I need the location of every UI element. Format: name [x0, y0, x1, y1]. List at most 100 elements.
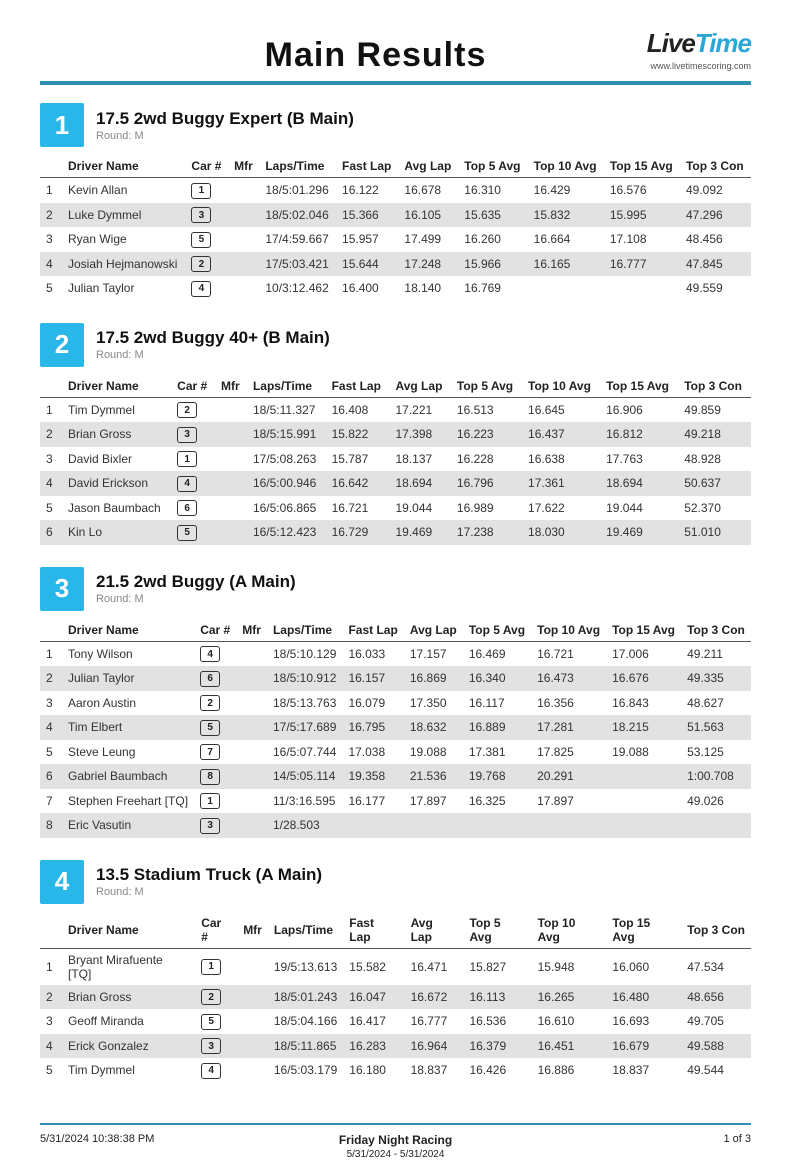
column-header: Driver Name — [62, 155, 185, 178]
driver-name: Eric Vasutin — [62, 813, 194, 838]
driver-name: Erick Gonzalez — [62, 1034, 195, 1059]
laps-value: 16/5:06.865 — [247, 496, 326, 521]
top15-value — [606, 764, 681, 789]
driver-name: Kevin Allan — [62, 178, 185, 203]
table-row: 6 Gabriel Baumbach 8 14/5:05.114 19.358 21.53… — [40, 764, 751, 789]
top3-value: 51.563 — [681, 715, 751, 740]
laps-value: 18/5:04.166 — [268, 1009, 343, 1034]
column-header: Car # — [194, 619, 236, 642]
avg-value: 19.469 — [390, 520, 451, 545]
table-row: 4 David Erickson 4 16/5:00.946 16.642 18.694 1… — [40, 471, 751, 496]
driver-name: Kin Lo — [62, 520, 171, 545]
top3-value: 50.637 — [678, 471, 751, 496]
top15-value: 17.763 — [600, 447, 678, 472]
page-footer: 5/31/2024 10:38:38 PM Friday Night Racin… — [40, 1123, 751, 1145]
section-title: 17.5 2wd Buggy 40+ (B Main) — [96, 328, 330, 348]
car-number-badge: 6 — [200, 671, 220, 687]
top10-value: 16.437 — [522, 422, 600, 447]
driver-name: Aaron Austin — [62, 691, 194, 716]
laps-value: 18/5:02.046 — [259, 203, 336, 228]
driver-name: Julian Taylor — [62, 666, 194, 691]
table-row: 5 Julian Taylor 4 10/3:12.462 16.400 18.140 16… — [40, 276, 751, 301]
top15-value — [604, 276, 680, 301]
column-header — [40, 912, 62, 949]
car-number-badge: 5 — [201, 1014, 221, 1030]
results-table-1: Driver Name Car # Mfr Laps/Time Fast Lap Avg … — [40, 155, 751, 301]
top3-value: 48.456 — [680, 227, 751, 252]
column-header: Fast Lap — [342, 619, 403, 642]
top10-value: 15.832 — [528, 203, 604, 228]
column-header: Car # — [195, 912, 237, 949]
driver-name: Brian Gross — [62, 985, 195, 1010]
top3-value: 49.705 — [681, 1009, 751, 1034]
laps-value: 16/5:03.179 — [268, 1058, 343, 1083]
column-header: Top 15 Avg — [606, 619, 681, 642]
footer-date-range: 5/31/2024 - 5/31/2024 — [40, 1149, 751, 1160]
laps-value: 16/5:12.423 — [247, 520, 326, 545]
fast-value: 16.721 — [326, 496, 390, 521]
top3-value: 49.544 — [681, 1058, 751, 1083]
mfr-value — [215, 496, 247, 521]
top10-value: 16.165 — [528, 252, 604, 277]
column-header: Laps/Time — [267, 619, 342, 642]
top5-value: 16.989 — [451, 496, 522, 521]
top10-value: 16.265 — [532, 985, 607, 1010]
top5-value: 15.635 — [458, 203, 527, 228]
car-number-badge: 5 — [191, 232, 211, 248]
table-row: 3 Ryan Wige 5 17/4:59.667 15.957 17.499 16.260… — [40, 227, 751, 252]
avg-value: 16.678 — [398, 178, 458, 203]
laps-value: 18/5:13.763 — [267, 691, 342, 716]
top5-value: 16.228 — [451, 447, 522, 472]
table-row: 3 Geoff Miranda 5 18/5:04.166 16.417 16.777 16… — [40, 1009, 751, 1034]
top5-value: 16.796 — [451, 471, 522, 496]
results-table-4: Driver Name Car # Mfr Laps/Time Fast Lap Avg … — [40, 912, 751, 1083]
car-number-badge: 5 — [177, 525, 197, 541]
car-number-badge: 4 — [201, 1063, 221, 1079]
driver-name: Tony Wilson — [62, 641, 194, 666]
avg-value: 16.672 — [405, 985, 464, 1010]
top5-value: 17.381 — [463, 740, 531, 765]
laps-value: 18/5:11.327 — [247, 397, 326, 422]
mfr-value — [237, 1058, 268, 1083]
table-row: 1 Tim Dymmel 2 18/5:11.327 16.408 17.221 16.51… — [40, 397, 751, 422]
top15-value: 16.777 — [604, 252, 680, 277]
avg-value: 16.869 — [404, 666, 463, 691]
top10-value: 16.356 — [531, 691, 606, 716]
top10-value: 16.664 — [528, 227, 604, 252]
avg-value: 18.632 — [404, 715, 463, 740]
column-header: Mfr — [215, 375, 247, 398]
result-section-3: 3 21.5 2wd Buggy (A Main) Round: M Driver N… — [40, 567, 751, 838]
top3-value: 49.859 — [678, 397, 751, 422]
car-number-badge: 4 — [177, 476, 197, 492]
driver-name: Julian Taylor — [62, 276, 185, 301]
top15-value: 19.044 — [600, 496, 678, 521]
top3-value: 48.656 — [681, 985, 751, 1010]
top5-value: 16.469 — [463, 641, 531, 666]
car-number-badge: 1 — [200, 793, 220, 809]
top5-value: 16.223 — [451, 422, 522, 447]
top15-value: 19.088 — [606, 740, 681, 765]
avg-value: 19.044 — [390, 496, 451, 521]
car-number-badge: 2 — [200, 695, 220, 711]
fast-value: 15.366 — [336, 203, 398, 228]
car-number-badge: 8 — [200, 769, 220, 785]
footer-event-name: Friday Night Racing — [40, 1133, 751, 1147]
top5-value: 16.379 — [463, 1034, 531, 1059]
top3-value: 49.335 — [681, 666, 751, 691]
driver-name: Tim Elbert — [62, 715, 194, 740]
driver-name: Josiah Hejmanowski — [62, 252, 185, 277]
car-number-badge: 4 — [191, 281, 211, 297]
mfr-value — [237, 1034, 268, 1059]
fast-value: 16.400 — [336, 276, 398, 301]
column-header: Fast Lap — [343, 912, 404, 949]
fast-value: 15.787 — [326, 447, 390, 472]
driver-name: Tim Dymmel — [62, 1058, 195, 1083]
column-header: Avg Lap — [404, 619, 463, 642]
top10-value: 16.638 — [522, 447, 600, 472]
top5-value: 16.513 — [451, 397, 522, 422]
top10-value: 15.948 — [532, 948, 607, 985]
mfr-value — [215, 471, 247, 496]
top15-value: 16.676 — [606, 666, 681, 691]
table-row: 4 Josiah Hejmanowski 2 17/5:03.421 15.644 17.… — [40, 252, 751, 277]
driver-name: Gabriel Baumbach — [62, 764, 194, 789]
